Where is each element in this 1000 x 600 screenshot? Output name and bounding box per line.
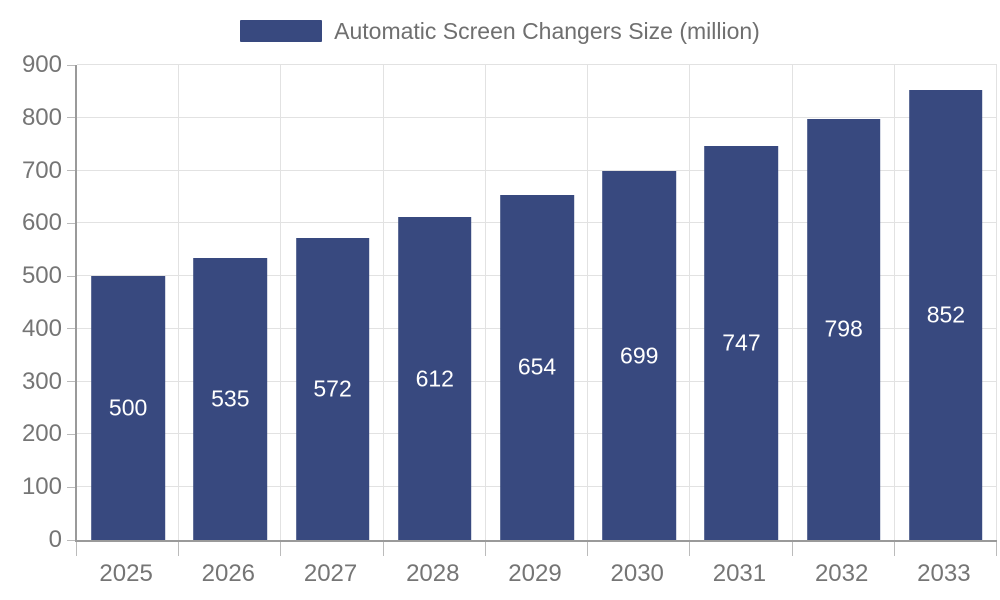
x-tick (178, 542, 180, 556)
x-tick (484, 542, 486, 556)
y-tick (67, 275, 75, 277)
y-axis-labels: 0 100 200 300 400 500 600 700 800 900 (0, 51, 62, 553)
y-tick (67, 381, 75, 383)
bar-2026: 535 (193, 257, 268, 540)
bar-value-label: 572 (313, 375, 352, 402)
bar-value-label: 798 (824, 315, 863, 342)
v-gridline (996, 65, 997, 540)
x-tick-label: 2025 (99, 560, 153, 587)
x-axis-labels: 2025 2026 2027 2028 2029 2030 2031 2032 2033 (75, 558, 995, 590)
bar-value-label: 699 (620, 342, 659, 369)
x-tick (791, 542, 793, 556)
y-tick (67, 117, 75, 119)
y-tick (67, 486, 75, 488)
bar-2030: 699 (602, 171, 677, 540)
legend-label: Automatic Screen Changers Size (million) (334, 17, 760, 44)
v-gridline (484, 65, 486, 540)
x-tick (382, 542, 384, 556)
bar-2033: 852 (909, 90, 983, 540)
x-tick (996, 542, 997, 556)
h-gridline (77, 169, 997, 171)
y-tick (67, 539, 75, 541)
x-tick (76, 542, 77, 556)
bar-value-label: 852 (926, 301, 966, 328)
x-tick-label: 2028 (406, 560, 460, 587)
y-tick-label: 100 (21, 473, 62, 501)
bar-2025: 500 (91, 276, 165, 540)
bar-value-label: 612 (415, 365, 454, 391)
y-tick-label: 400 (21, 314, 62, 342)
x-tick-label: 2026 (201, 560, 256, 587)
v-gridline (893, 65, 895, 540)
bar-value-label: 535 (211, 385, 250, 412)
y-tick (67, 222, 75, 224)
y-tick (67, 433, 75, 435)
y-tick-label: 800 (21, 103, 62, 131)
v-gridline (689, 65, 691, 540)
bar-value-label: 747 (722, 329, 761, 356)
y-tick-label: 500 (21, 262, 62, 290)
bar-2032: 798 (806, 118, 881, 540)
legend-item[interactable]: Automatic Screen Changers Size (million) (0, 14, 1000, 48)
bar-2028: 612 (397, 217, 472, 540)
plot-area: 500 535 572 612 654 699 747 798 852 (67, 64, 997, 556)
y-tick (67, 64, 75, 66)
legend-swatch-icon (240, 20, 323, 42)
v-gridline (280, 65, 282, 540)
y-tick-label: 900 (21, 51, 62, 78)
h-gridline (77, 116, 997, 118)
y-tick (67, 170, 75, 172)
v-gridline (178, 65, 180, 540)
x-tick (893, 542, 895, 556)
x-tick-label: 2030 (610, 560, 664, 587)
y-tick-label: 600 (21, 209, 62, 237)
y-tick-label: 700 (21, 156, 62, 184)
bar-2027: 572 (295, 238, 370, 540)
y-tick-label: 200 (21, 420, 62, 448)
x-tick (280, 542, 282, 556)
x-tick-label: 2032 (814, 560, 869, 587)
bar-2029: 654 (500, 194, 574, 540)
v-gridline (382, 65, 384, 540)
v-gridline (587, 65, 589, 540)
h-gridline (77, 64, 997, 65)
x-tick-label: 2027 (303, 560, 358, 587)
x-tick (689, 542, 691, 556)
bar-value-label: 500 (108, 394, 148, 421)
y-tick-label: 300 (21, 367, 62, 395)
y-tick (67, 328, 75, 330)
x-tick-label: 2031 (712, 560, 767, 587)
bar-2031: 747 (704, 145, 779, 540)
x-tick-label: 2029 (508, 560, 562, 587)
x-tick-label: 2033 (917, 560, 971, 587)
y-tick-label: 0 (48, 526, 62, 553)
v-gridline (791, 65, 793, 540)
bar-value-label: 654 (517, 353, 557, 380)
x-tick (587, 542, 589, 556)
